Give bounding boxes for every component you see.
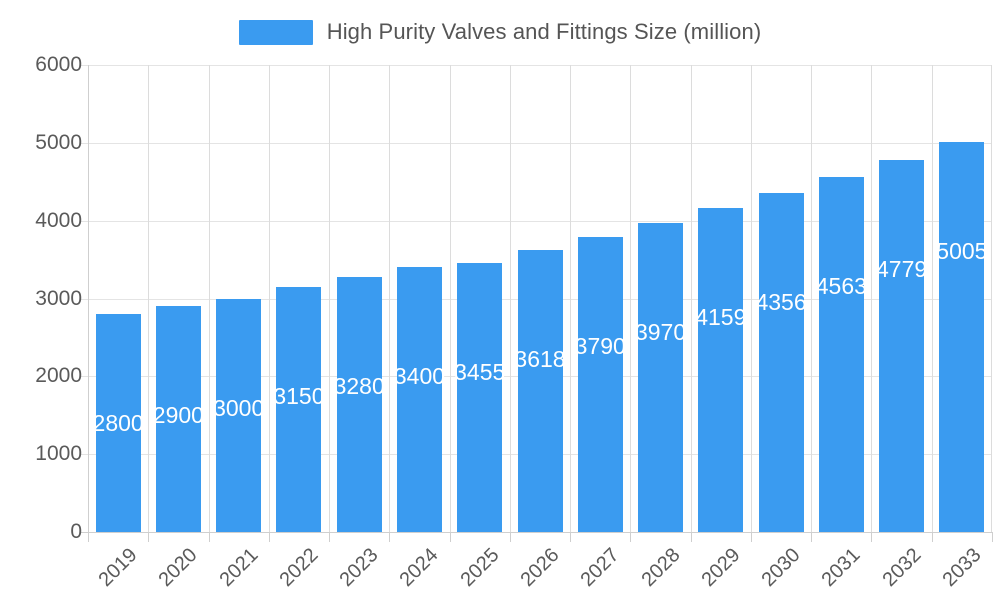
bar[interactable]: 3000 <box>213 298 265 532</box>
gridline-vertical <box>750 65 752 542</box>
gridline-vertical <box>268 65 270 542</box>
gridline-vertical <box>449 65 451 542</box>
series-color-swatch <box>238 19 313 45</box>
y-axis-tick-label: 5000 <box>35 130 82 154</box>
bar-value-label: 3150 <box>273 382 325 409</box>
x-axis-tick-mark <box>208 532 210 542</box>
bar-value-label: 4563 <box>815 272 867 299</box>
gridline-vertical <box>811 65 813 542</box>
bar-value-label: 3400 <box>393 363 446 390</box>
bar[interactable]: 2900 <box>152 306 204 532</box>
gridline-vertical <box>329 65 331 542</box>
gridline-horizontal <box>80 142 992 144</box>
bar-value-label: 3455 <box>454 359 506 386</box>
y-axis-tick-label: 2000 <box>35 364 82 388</box>
bar[interactable]: 2800 <box>92 314 144 532</box>
y-axis-tick-label: 3000 <box>35 286 82 310</box>
gridline-vertical <box>389 65 391 542</box>
gridline-vertical <box>931 65 933 542</box>
bar-value-label: 5005 <box>936 238 988 265</box>
bar-value-label: 4159 <box>695 304 747 331</box>
gridline-vertical <box>690 65 692 542</box>
bar-value-label: 4779 <box>876 256 928 283</box>
gridline-vertical <box>509 65 511 542</box>
bar-value-label: 2800 <box>92 410 144 437</box>
bar-value-label: 3790 <box>574 333 626 360</box>
plot-frame <box>88 65 992 532</box>
gridline-vertical <box>148 65 150 542</box>
bar-value-label: 3280 <box>333 372 385 399</box>
x-axis-tick-mark <box>329 532 331 542</box>
y-axis-tick-label: 0 <box>70 520 82 543</box>
bar[interactable]: 3618 <box>514 250 566 532</box>
bar[interactable]: 3150 <box>273 286 325 532</box>
gridline-horizontal <box>80 532 992 533</box>
bar-series: 2800 2900 3000 3150 3280 3400 3455 3618 3790 3970… <box>88 65 992 532</box>
x-axis-tick-mark <box>148 532 150 542</box>
plot-area: 2800 2900 3000 3150 3280 3400 3455 3618 3790 3970… <box>80 65 992 542</box>
legend-label: High Purity Valves and Fittings Size (mi… <box>326 19 762 44</box>
bar[interactable]: 3400 <box>393 267 446 532</box>
x-axis-tick-mark <box>570 532 572 542</box>
bar[interactable]: 4563 <box>815 176 867 532</box>
bar-value-label: 4356 <box>755 288 807 315</box>
bar-value-label: 3970 <box>634 319 687 346</box>
x-axis-tick-mark <box>509 532 511 542</box>
gridline-vertical <box>871 65 873 542</box>
bar[interactable]: 4779 <box>876 160 928 532</box>
bar[interactable]: 4356 <box>755 192 807 532</box>
gridline-vertical <box>630 65 632 542</box>
bar[interactable]: 5005 <box>936 142 988 532</box>
x-axis-tick-mark <box>268 532 270 542</box>
x-axis-tick-mark <box>630 532 632 542</box>
y-axis-tick-label: 1000 <box>35 442 82 466</box>
gridline-horizontal <box>80 220 992 222</box>
chart-legend: High Purity Valves and Fittings Size (mi… <box>0 14 1000 50</box>
bar[interactable]: 3790 <box>574 237 626 532</box>
bar[interactable]: 3970 <box>634 223 687 532</box>
x-axis-tick-mark <box>931 532 933 542</box>
x-axis-tick-mark <box>811 532 813 542</box>
bar[interactable]: 3455 <box>454 263 506 532</box>
x-axis-tick-mark <box>449 532 451 542</box>
x-axis-tick-mark <box>750 532 752 542</box>
y-axis-tick-label: 4000 <box>35 208 82 232</box>
x-axis-tick-mark <box>88 532 89 542</box>
gridline-horizontal <box>80 65 992 66</box>
bar-value-label: 2900 <box>152 402 204 429</box>
x-axis-tick-mark <box>871 532 873 542</box>
x-axis-tick-mark <box>992 532 993 542</box>
x-axis-tick-mark <box>690 532 692 542</box>
bar-value-label: 3618 <box>514 346 566 373</box>
bar[interactable]: 4159 <box>695 208 747 532</box>
gridline-vertical <box>208 65 210 542</box>
bar[interactable]: 3280 <box>333 276 385 532</box>
x-axis-tick-mark <box>389 532 391 542</box>
y-axis-tick-label: 6000 <box>35 53 82 76</box>
bar-value-label: 3000 <box>213 394 265 421</box>
gridline-vertical <box>570 65 572 542</box>
